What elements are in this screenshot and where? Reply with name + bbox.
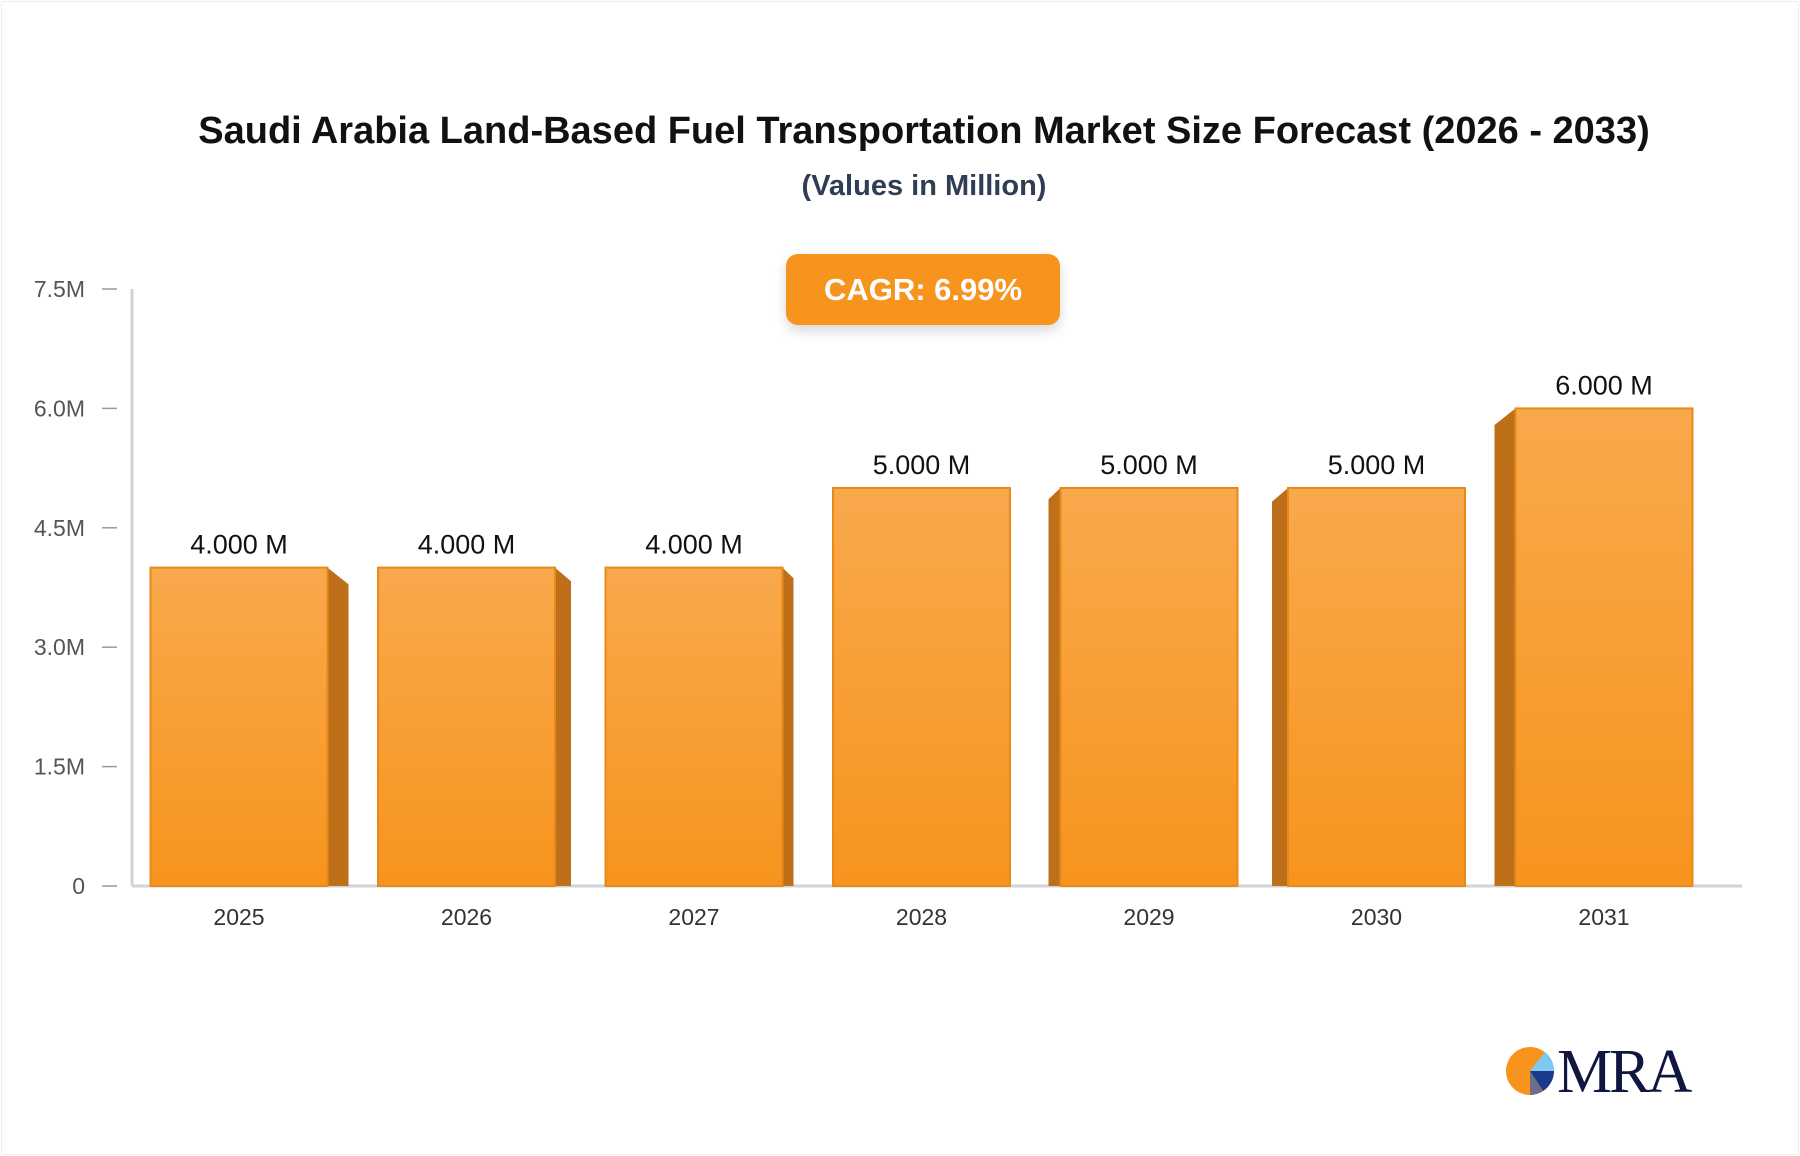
data-label: 4.000 M xyxy=(418,530,516,560)
bar xyxy=(1514,407,1694,887)
bar-side xyxy=(555,567,571,886)
data-label: 5.000 M xyxy=(1100,450,1198,480)
y-tick-label: 4.5M xyxy=(34,515,85,541)
y-tick-label: 1.5M xyxy=(34,754,85,780)
bar xyxy=(1059,487,1239,887)
x-tick-label: 2029 xyxy=(1123,904,1174,930)
y-tick-label: 3.0M xyxy=(34,634,85,660)
data-label: 5.000 M xyxy=(873,450,971,480)
cagr-badge: CAGR: 6.99% xyxy=(786,254,1060,325)
pie-logo-icon xyxy=(1506,1047,1555,1095)
chart-title: Saudi Arabia Land-Based Fuel Transportat… xyxy=(198,110,1650,152)
bar xyxy=(832,487,1011,887)
data-label: 6.000 M xyxy=(1555,370,1653,400)
logo-text: MRA xyxy=(1557,1038,1692,1106)
y-tick-label: 6.0M xyxy=(34,395,85,421)
bar-side xyxy=(327,567,349,886)
data-label: 4.000 M xyxy=(645,530,743,560)
data-label: 4.000 M xyxy=(190,530,288,560)
bar xyxy=(377,566,556,887)
mra-logo: MRA xyxy=(1505,1038,1695,1106)
data-label: 5.000 M xyxy=(1328,450,1426,480)
x-tick-label: 2027 xyxy=(668,904,719,930)
chart-subtitle: (Values in Million) xyxy=(801,170,1047,202)
x-tick-label: 2028 xyxy=(896,904,947,930)
bar-side xyxy=(1048,488,1061,886)
bar-side xyxy=(782,567,794,886)
x-tick-label: 2025 xyxy=(213,904,264,930)
bar-side xyxy=(1494,408,1516,886)
y-tick-label: 7.5M xyxy=(34,276,85,302)
x-tick-label: 2030 xyxy=(1351,904,1402,930)
bar xyxy=(604,566,784,887)
y-tick-label: 0 xyxy=(72,873,85,899)
bar-side xyxy=(1272,488,1288,886)
bar xyxy=(1287,487,1466,887)
bar xyxy=(149,566,329,887)
x-tick-label: 2031 xyxy=(1578,904,1629,930)
x-tick-label: 2026 xyxy=(441,904,492,930)
